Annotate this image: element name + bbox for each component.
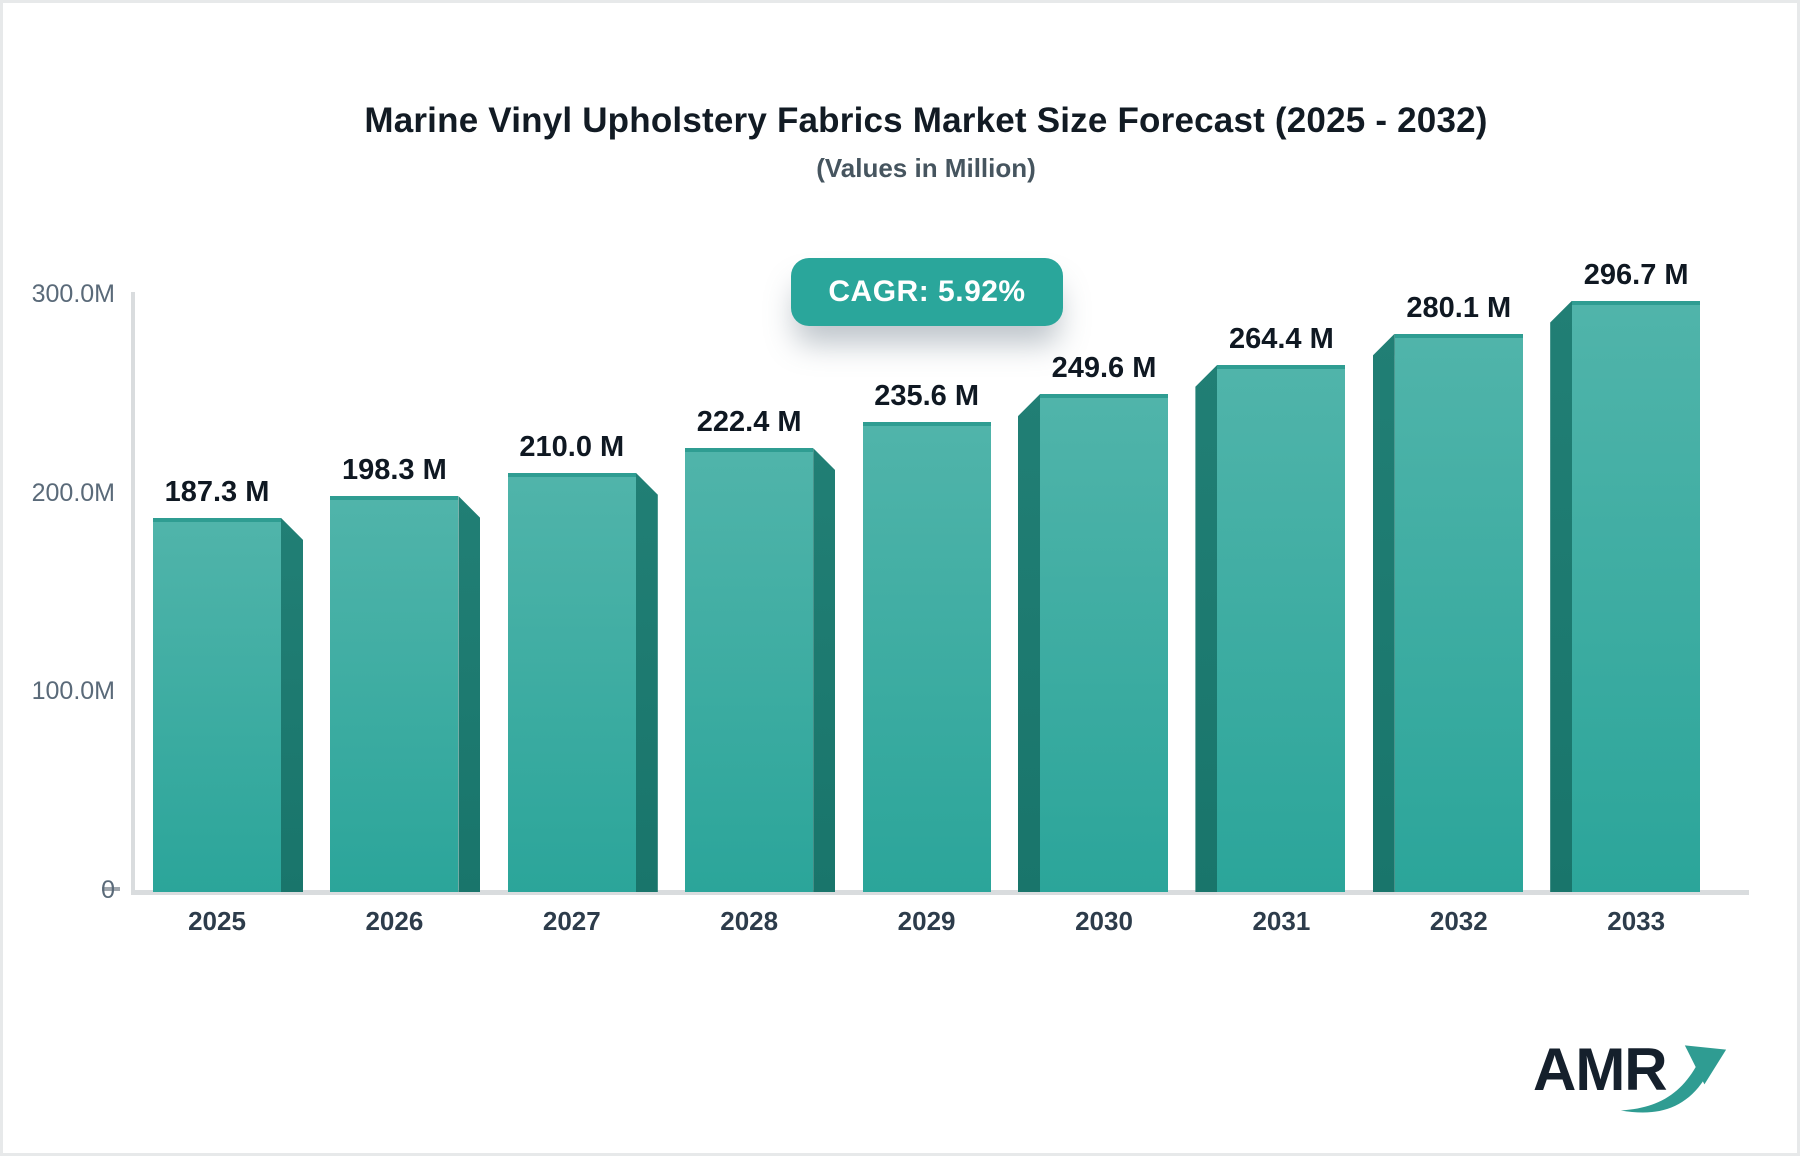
y-tick-label: 100.0M [31,677,115,706]
bar-value-label: 249.6 M [1051,352,1157,385]
bar-2027-side-face [635,472,658,892]
bar-value-label: 264.4 M [1228,322,1334,355]
cagr-badge: CAGR: 5.92% [791,258,1063,326]
x-axis-label: 2026 [365,906,424,936]
bar-2026-side-face [458,496,481,892]
bar-2033 [1572,300,1701,892]
x-axis-label: 2032 [1429,906,1488,936]
bar-value-label: 198.3 M [341,454,447,487]
x-axis-label: 2033 [1607,906,1666,936]
x-axis-label: 2029 [897,906,956,936]
bar-2028-side-face [813,448,836,892]
bar-value-label: 222.4 M [696,406,802,439]
y-tick-label: 300.0M [31,280,115,308]
bar-2032 [1394,333,1523,892]
bar-2026 [330,496,459,892]
bar-value-label: 210.0 M [519,430,625,463]
bar-value-label: 296.7 M [1583,258,1689,291]
bar-2030 [1040,394,1168,892]
x-axis-label: 2027 [542,906,601,936]
chart-title: Marine Vinyl Upholstery Fabrics Market S… [364,101,1488,140]
x-axis-label: 2031 [1252,906,1311,936]
x-axis-label: 2028 [720,906,779,936]
x-axis-label: 2025 [188,906,246,936]
cagr-badge-label: CAGR: 5.92% [828,275,1026,308]
y-axis-line [131,292,135,894]
chart-subtitle: (Values in Million) [816,153,1036,183]
y-tick-label: 200.0M [31,478,115,507]
zero-tick-mark [102,887,120,891]
x-axis-line [131,890,1749,895]
x-axis-label: 2030 [1075,906,1133,936]
amr-logo-arrow-icon [1620,1045,1727,1113]
bar-2032-side-face [1372,333,1395,892]
bar-2028 [685,448,814,892]
y-tick-label: 0 [101,876,115,904]
bar-2029 [862,421,991,892]
bar-2025-side-face [281,517,303,892]
bar-2030-side-face [1018,394,1040,892]
amr-logo-text: AMR [1533,1036,1668,1103]
bar-value-label: 280.1 M [1406,291,1512,324]
bar-value-label: 235.6 M [874,379,979,412]
amr-logo: AMR [1527,1035,1737,1119]
bar-2031-side-face [1195,364,1218,892]
bar-value-label: 187.3 M [164,475,270,508]
bar-2027 [507,472,636,892]
bar-2025 [153,517,281,892]
bar-2031 [1217,364,1346,892]
bar-2033-side-face [1550,300,1573,892]
